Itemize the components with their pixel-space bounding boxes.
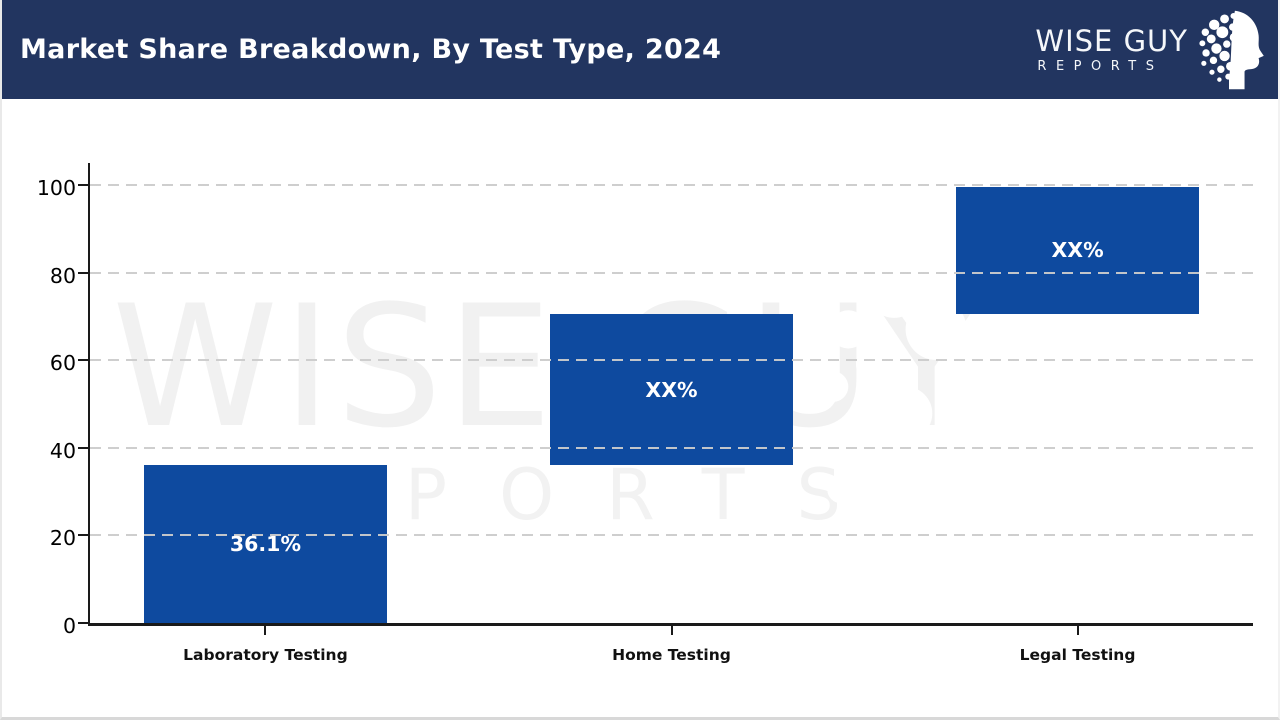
y-tick-80 [78, 271, 88, 274]
gridline-100 [90, 183, 1253, 186]
y-tick-label-100: 100 [36, 175, 76, 200]
y-tick-60 [78, 359, 88, 362]
x-tick-home-testing [670, 626, 673, 635]
y-tick-label-80: 80 [49, 263, 76, 288]
y-axis-labels: 0 20 40 60 80 100 [0, 163, 76, 638]
wise-guy-reports-logo: WISE GUY REPORTS [1035, 9, 1266, 91]
page-title: Market Share Breakdown, By Test Type, 20… [20, 34, 722, 65]
bar-laboratory-testing [143, 464, 388, 623]
logo-brand-subtitle: REPORTS [1037, 58, 1164, 74]
y-tick-100 [78, 183, 88, 186]
gridline-80 [90, 271, 1253, 274]
x-tick-laboratory-testing [264, 626, 267, 635]
x-axis-label-home-testing: Home Testing [612, 646, 731, 664]
x-axis-label-legal-testing: Legal Testing [1019, 646, 1136, 664]
y-tick-label-60: 60 [49, 351, 76, 376]
logo-head-icon [1199, 10, 1264, 89]
x-axis-label-laboratory-testing: Laboratory Testing [183, 646, 348, 664]
gridline-60 [90, 359, 1253, 362]
bar-value-label-legal-testing: XX% [1051, 238, 1104, 263]
header: Market Share Breakdown, By Test Type, 20… [0, 0, 1280, 99]
plot-area: 36.1% Laboratory Testing XX% Home Testing XX… [78, 163, 1253, 664]
gridline-40 [90, 446, 1253, 449]
bar-value-label-laboratory-testing: 36.1% [229, 531, 301, 556]
y-tick-label-40: 40 [49, 438, 76, 463]
watermark-text-line1: WISE GUY [112, 269, 982, 465]
y-tick-20 [78, 534, 88, 537]
y-tick-0 [78, 622, 88, 624]
logo-text: WISE GUY REPORTS [1035, 23, 1188, 74]
chart-area: WISE GUY REPORTS 0 20 40 60 80 100 36.1% Labor… [0, 99, 1280, 720]
y-tick-label-0: 0 [62, 614, 76, 638]
bar-value-label-home-testing: XX% [645, 377, 698, 402]
logo-brand-name: WISE GUY [1035, 23, 1188, 58]
gridline-20 [90, 534, 1253, 537]
bar-legal-testing [955, 186, 1200, 315]
bar-home-testing [549, 314, 794, 465]
y-tick-40 [78, 446, 88, 449]
x-tick-legal-testing [1076, 626, 1079, 635]
y-tick-label-20: 20 [49, 526, 76, 551]
